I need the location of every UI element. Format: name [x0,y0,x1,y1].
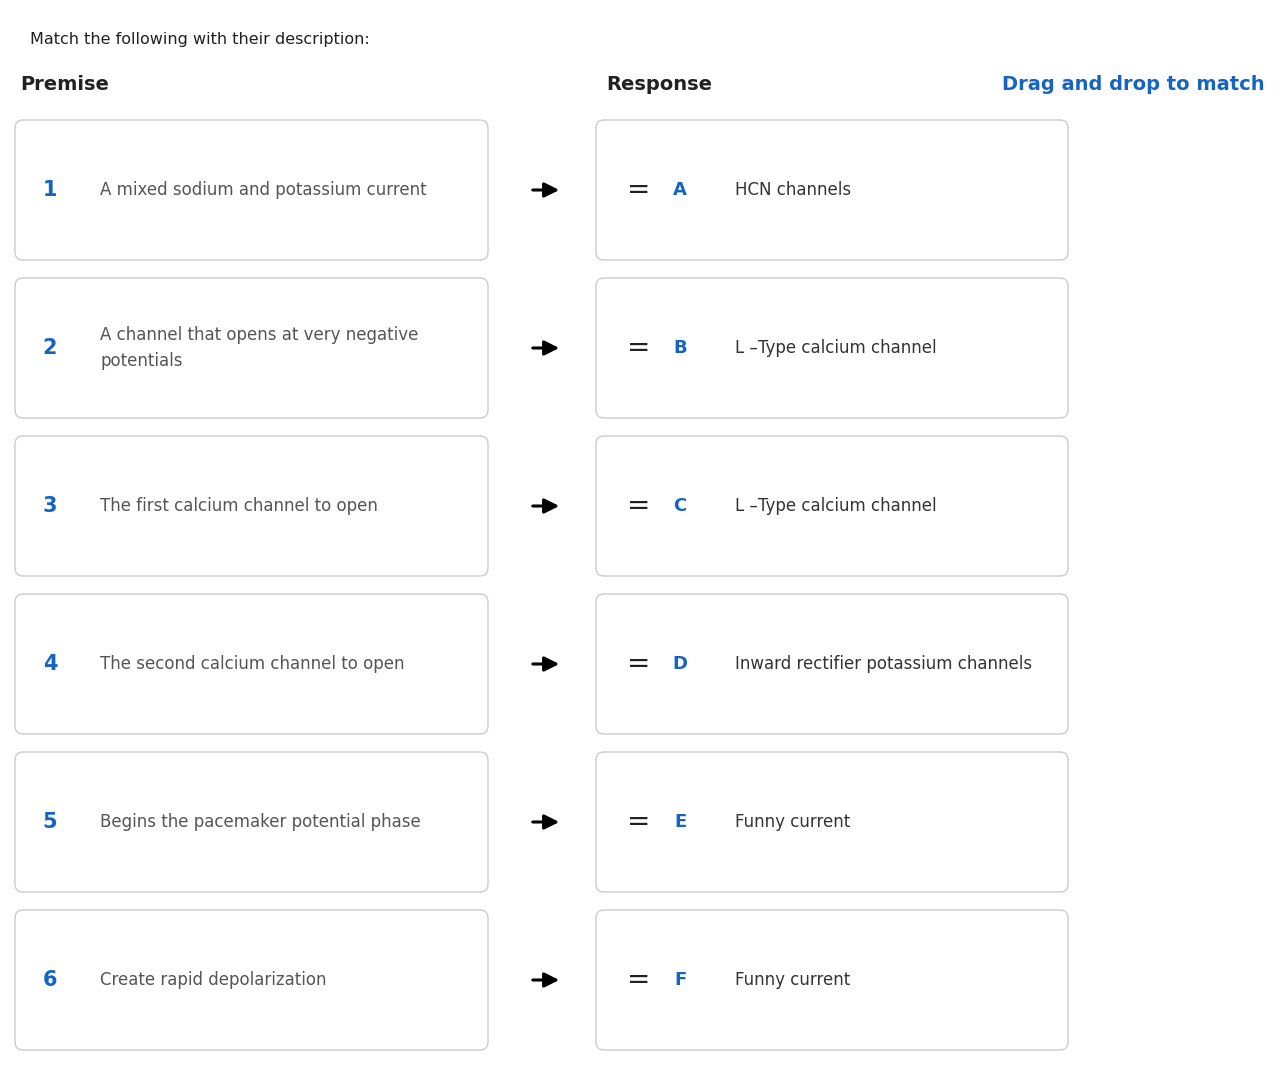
FancyBboxPatch shape [596,278,1068,418]
Text: =: = [627,649,650,678]
FancyBboxPatch shape [15,910,488,1050]
Text: A: A [673,181,687,199]
Text: 3: 3 [42,496,58,516]
Text: F: F [673,970,686,989]
Text: L –Type calcium channel: L –Type calcium channel [735,496,937,515]
Text: =: = [627,492,650,520]
Text: 6: 6 [42,970,58,990]
Text: Inward rectifier potassium channels: Inward rectifier potassium channels [735,655,1032,673]
Text: 5: 5 [42,812,58,832]
Text: Begins the pacemaker potential phase: Begins the pacemaker potential phase [100,813,421,831]
Text: The second calcium channel to open: The second calcium channel to open [100,655,404,673]
Text: 1: 1 [42,180,58,200]
Text: 4: 4 [42,654,58,674]
Text: E: E [673,813,686,831]
Text: 2: 2 [42,338,58,358]
Text: B: B [673,339,687,357]
FancyBboxPatch shape [596,752,1068,892]
FancyBboxPatch shape [596,910,1068,1050]
Text: A channel that opens at very negative
potentials: A channel that opens at very negative po… [100,326,419,369]
Text: Funny current: Funny current [735,813,850,831]
Text: Create rapid depolarization: Create rapid depolarization [100,970,326,989]
Text: =: = [627,966,650,994]
Text: HCN channels: HCN channels [735,181,851,199]
Text: The first calcium channel to open: The first calcium channel to open [100,496,378,515]
FancyBboxPatch shape [15,278,488,418]
FancyBboxPatch shape [596,435,1068,576]
Text: Match the following with their description:: Match the following with their descripti… [29,32,370,47]
FancyBboxPatch shape [15,435,488,576]
Text: =: = [627,175,650,204]
Text: Funny current: Funny current [735,970,850,989]
FancyBboxPatch shape [15,594,488,734]
Text: D: D [672,655,687,673]
Text: Response: Response [605,75,712,94]
FancyBboxPatch shape [15,120,488,260]
Text: =: = [627,334,650,362]
Text: C: C [673,496,686,515]
FancyBboxPatch shape [15,752,488,892]
Text: L –Type calcium channel: L –Type calcium channel [735,339,937,357]
Text: A mixed sodium and potassium current: A mixed sodium and potassium current [100,181,426,199]
FancyBboxPatch shape [596,120,1068,260]
Text: =: = [627,808,650,836]
Text: Premise: Premise [20,75,109,94]
Text: Drag and drop to match: Drag and drop to match [1002,75,1265,94]
FancyBboxPatch shape [596,594,1068,734]
